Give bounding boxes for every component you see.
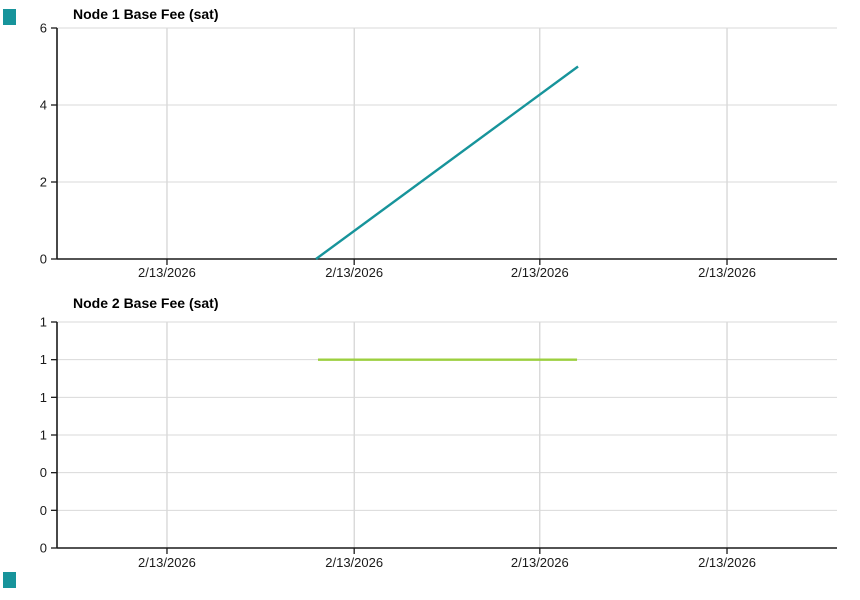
x-tick-label: 2/13/2026 [325, 555, 383, 570]
y-tick-label: 0 [40, 541, 47, 556]
x-tick-label: 2/13/2026 [511, 265, 569, 280]
y-tick-label: 2 [40, 175, 47, 190]
selection-handle-icon[interactable] [3, 572, 16, 588]
x-tick-label: 2/13/2026 [698, 265, 756, 280]
y-tick-label: 1 [40, 352, 47, 367]
selection-handle-icon[interactable] [3, 9, 16, 25]
y-tick-label: 1 [40, 428, 47, 443]
y-tick-label: 6 [40, 21, 47, 36]
x-tick-label: 2/13/2026 [325, 265, 383, 280]
x-tick-label: 2/13/2026 [511, 555, 569, 570]
y-tick-label: 1 [40, 390, 47, 405]
series-line [315, 65, 579, 260]
x-tick-label: 2/13/2026 [138, 555, 196, 570]
chart-title-node-2: Node 2 Base Fee (sat) [73, 295, 219, 311]
y-tick-label: 0 [40, 465, 47, 480]
y-tick-label: 0 [40, 252, 47, 267]
x-tick-label: 2/13/2026 [698, 555, 756, 570]
x-tick-label: 2/13/2026 [138, 265, 196, 280]
chart-2: 2/13/2026 2/13/2026 2/13/2026 2/13/2026 0 0 0 1… [40, 315, 837, 570]
chart-1: 2/13/2026 2/13/2026 2/13/2026 2/13/2026 0 2 4 6 [40, 21, 837, 280]
y-tick-label: 1 [40, 315, 47, 330]
chart-title-node-1: Node 1 Base Fee (sat) [73, 6, 219, 22]
y-tick-label: 4 [40, 98, 47, 113]
y-tick-label: 0 [40, 503, 47, 518]
